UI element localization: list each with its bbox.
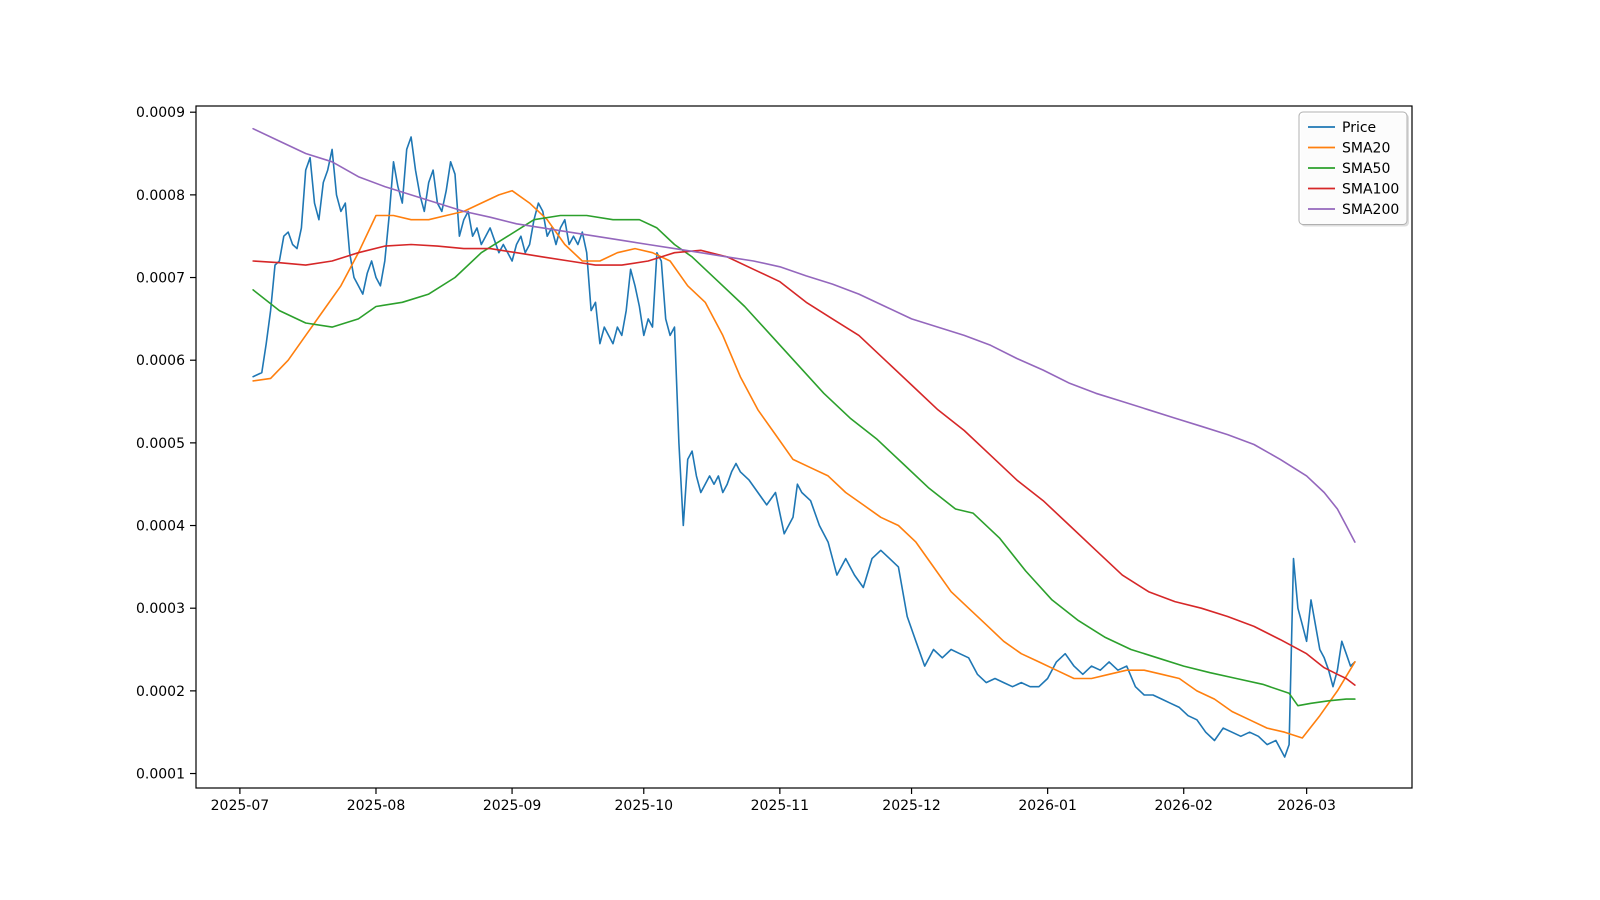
x-tick-label: 2025-12 [882,798,941,814]
y-tick-label: 0.0003 [136,601,185,617]
x-tick-label: 2025-09 [483,798,542,814]
x-tick-label: 2026-03 [1277,798,1336,814]
y-tick-label: 0.0004 [136,519,185,535]
x-tick-label: 2026-01 [1018,798,1077,814]
y-tick-label: 0.0008 [136,188,185,204]
y-tick-label: 0.0009 [136,105,185,121]
legend-label-sma100: SMA100 [1342,182,1399,198]
x-tick-label: 2026-02 [1154,798,1213,814]
y-tick-label: 0.0007 [136,271,185,287]
legend-label-sma200: SMA200 [1342,202,1399,218]
x-tick-label: 2025-10 [615,798,674,814]
legend-label-sma50: SMA50 [1342,161,1390,177]
x-tick-label: 2025-11 [751,798,810,814]
x-tick-label: 2025-08 [347,798,406,814]
legend: Price SMA20 SMA50 SMA100 SMA200 [1298,111,1409,227]
plot-border [195,105,1413,789]
x-tick-label: 2025-07 [211,798,270,814]
legend-label-sma20: SMA20 [1342,141,1390,157]
y-tick-label: 0.0005 [136,436,185,452]
series-line-sma50 [252,214,1356,707]
y-tick-label: 0.0001 [136,767,185,783]
legend-frame [1298,111,1408,225]
y-tick-label: 0.0006 [136,353,185,369]
series-line-sma100 [252,243,1356,686]
series-line-sma20 [252,189,1356,739]
y-tick-label: 0.0002 [136,684,185,700]
series-line-sma200 [252,127,1356,543]
legend-label-price: Price [1342,120,1376,136]
series-line-price [252,136,1356,758]
